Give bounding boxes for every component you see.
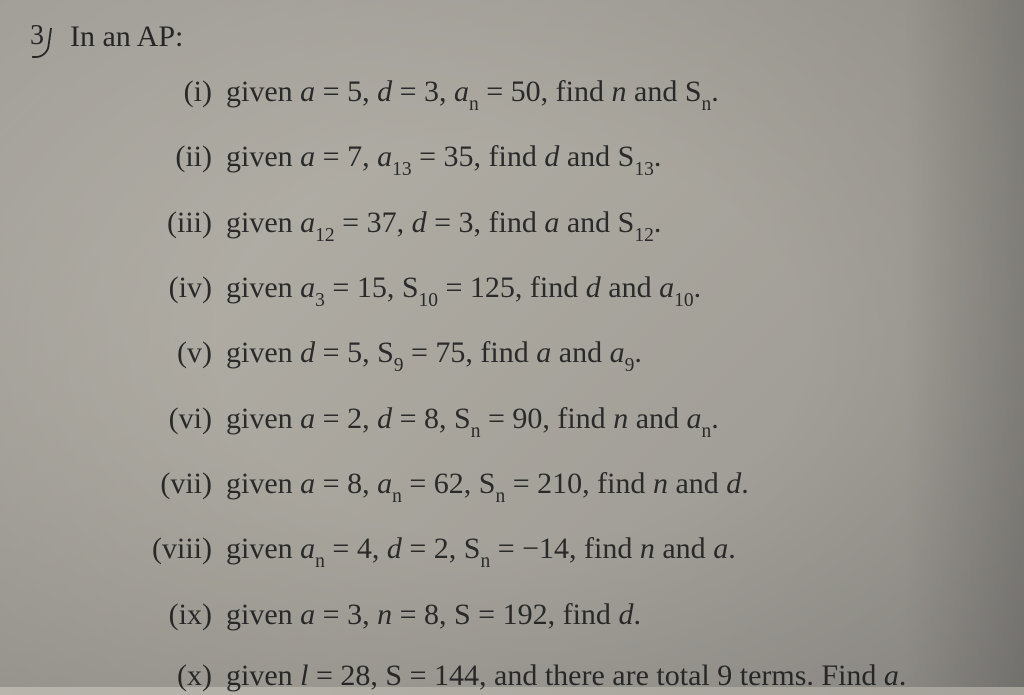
- question-number: 3: [30, 20, 44, 52]
- roman-numeral: (vii): [140, 464, 212, 503]
- list-item: (viii) given an = 4, d = 2, Sn = −14, fi…: [140, 529, 994, 572]
- roman-numeral: (v): [140, 333, 212, 372]
- roman-numeral: (vi): [140, 399, 212, 438]
- list-item: (iv) given a3 = 15, S10 = 125, find d an…: [140, 268, 994, 311]
- roman-numeral: (ix): [140, 595, 212, 634]
- item-content: given a = 5, d = 3, an = 50, find n and …: [226, 72, 994, 115]
- question-items: (i) given a = 5, d = 3, an = 50, find n …: [30, 72, 994, 695]
- list-item: (iii) given a12 = 37, d = 3, find a and …: [140, 203, 994, 246]
- item-content: given an = 4, d = 2, Sn = −14, find n an…: [226, 529, 994, 572]
- item-content: given a3 = 15, S10 = 125, find d and a10…: [226, 268, 994, 311]
- roman-numeral: (ii): [140, 137, 212, 176]
- list-item: (ii) given a = 7, a13 = 35, find d and S…: [140, 137, 994, 180]
- question-title: In an AP:: [70, 20, 183, 54]
- list-item: (ix) given a = 3, n = 8, S = 192, find d…: [140, 595, 994, 634]
- item-content: given l = 28, S = 144, and there are tot…: [226, 656, 994, 695]
- item-content: given a = 8, an = 62, Sn = 210, find n a…: [226, 464, 994, 507]
- item-content: given a = 2, d = 8, Sn = 90, find n and …: [226, 399, 994, 442]
- roman-numeral: (x): [140, 656, 212, 695]
- roman-numeral: (iii): [140, 203, 212, 242]
- item-content: given a = 7, a13 = 35, find d and S13.: [226, 137, 994, 180]
- list-item: (i) given a = 5, d = 3, an = 50, find n …: [140, 72, 994, 115]
- page-container: 3 In an AP: (i) given a = 5, d = 3, an =…: [30, 20, 994, 695]
- list-item: (v) given d = 5, S9 = 75, find a and a9.: [140, 333, 994, 376]
- item-content: given a12 = 37, d = 3, find a and S12.: [226, 203, 994, 246]
- roman-numeral: (viii): [140, 529, 212, 568]
- item-content: given a = 3, n = 8, S = 192, find d.: [226, 595, 994, 634]
- roman-numeral: (iv): [140, 268, 212, 307]
- list-item: (vii) given a = 8, an = 62, Sn = 210, fi…: [140, 464, 994, 507]
- list-item: (vi) given a = 2, d = 8, Sn = 90, find n…: [140, 399, 994, 442]
- list-item: (x) given l = 28, S = 144, and there are…: [140, 656, 994, 695]
- roman-numeral: (i): [140, 72, 212, 111]
- question-header: 3 In an AP:: [30, 20, 994, 54]
- item-content: given d = 5, S9 = 75, find a and a9.: [226, 333, 994, 376]
